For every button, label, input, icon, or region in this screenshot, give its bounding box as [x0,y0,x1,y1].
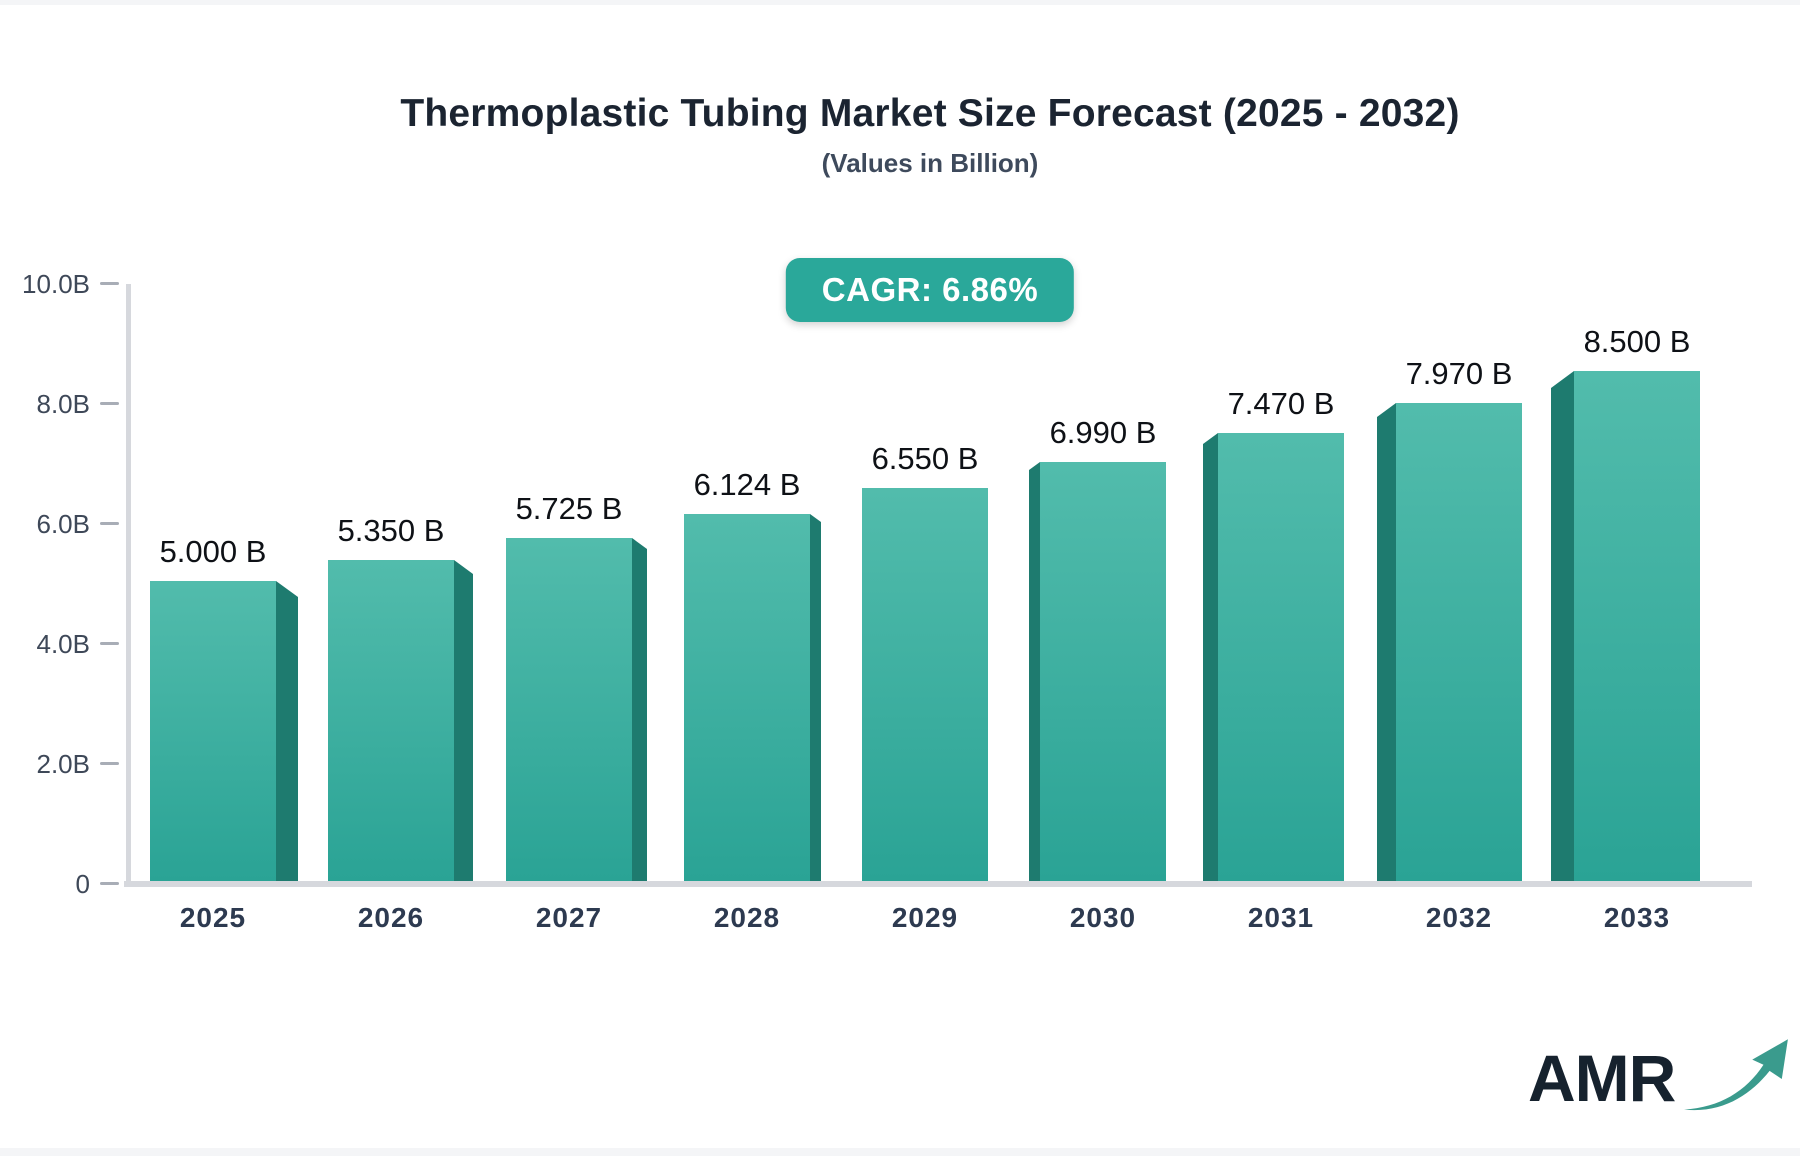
value-label-2029: 6.550 B [871,441,979,476]
value-label-2031: 7.470 B [1227,386,1335,421]
y-axis-label-8b: 8.0B [36,389,91,419]
y-axis-line [126,284,131,883]
bar-side-2028 [810,514,821,881]
x-axis-label-2031: 2031 [1247,902,1315,933]
bar-2032 [1396,403,1522,881]
value-label-2025: 5.000 B [159,534,267,569]
x-axis-label-2029: 2029 [891,902,959,933]
bar-2033 [1574,371,1700,881]
chart-subtitle: (Values in Billion) [821,148,1039,178]
amr-logo: AMR [1528,1030,1788,1130]
bar-side-2032 [1377,403,1396,881]
x-axis-label-2025: 2025 [179,902,247,933]
x-axis-label-2032: 2032 [1425,902,1493,933]
bottom-border [0,1148,1800,1156]
y-axis-label-6b: 6.0B [36,509,91,539]
bar-2031 [1218,433,1344,881]
bar-2026 [328,560,454,881]
bar-side-2026 [454,560,473,881]
x-axis-label-2030: 2030 [1069,902,1137,933]
cagr-badge: CAGR: 6.86% [785,258,1075,322]
value-label-2027: 5.725 B [515,491,623,526]
bar-2030 [1040,462,1166,881]
value-label-2028: 6.124 B [693,467,801,502]
y-tick-2b [100,762,119,765]
y-tick-0 [100,882,119,885]
y-axis-label-0: 0 [75,869,90,899]
y-tick-4b [100,642,119,645]
value-label-2033: 8.500 B [1583,324,1691,359]
y-axis-label-2b: 2.0B [36,749,91,779]
bar-side-2025 [276,581,298,881]
bar-2027 [506,538,632,881]
x-axis-label-2026: 2026 [357,902,425,933]
value-label-2026: 5.350 B [337,513,445,548]
y-tick-6b [100,522,119,525]
y-tick-10b [100,282,119,285]
top-border [0,0,1800,5]
bar-side-2027 [632,538,647,881]
bar-2025 [150,581,276,881]
logo-arrow-icon [1684,1039,1788,1111]
x-axis-line [124,881,1752,887]
bar-side-2031 [1203,433,1218,881]
chart-title: Thermoplastic Tubing Market Size Forecas… [400,92,1460,135]
bar-2028 [684,514,810,881]
y-axis-label-4b: 4.0B [36,629,91,659]
y-axis-label-10b: 10.0B [22,269,90,299]
bar-side-2033 [1551,371,1574,881]
value-label-2030: 6.990 B [1049,415,1157,450]
x-axis-label-2028: 2028 [713,902,781,933]
x-axis-label-2027: 2027 [535,902,603,933]
bar-2029 [862,488,988,881]
logo-text: AMR [1528,1041,1676,1115]
x-axis-label-2033: 2033 [1603,902,1671,933]
value-label-2032: 7.970 B [1405,356,1513,391]
y-tick-8b [100,402,119,405]
bar-side-2030 [1029,462,1040,881]
